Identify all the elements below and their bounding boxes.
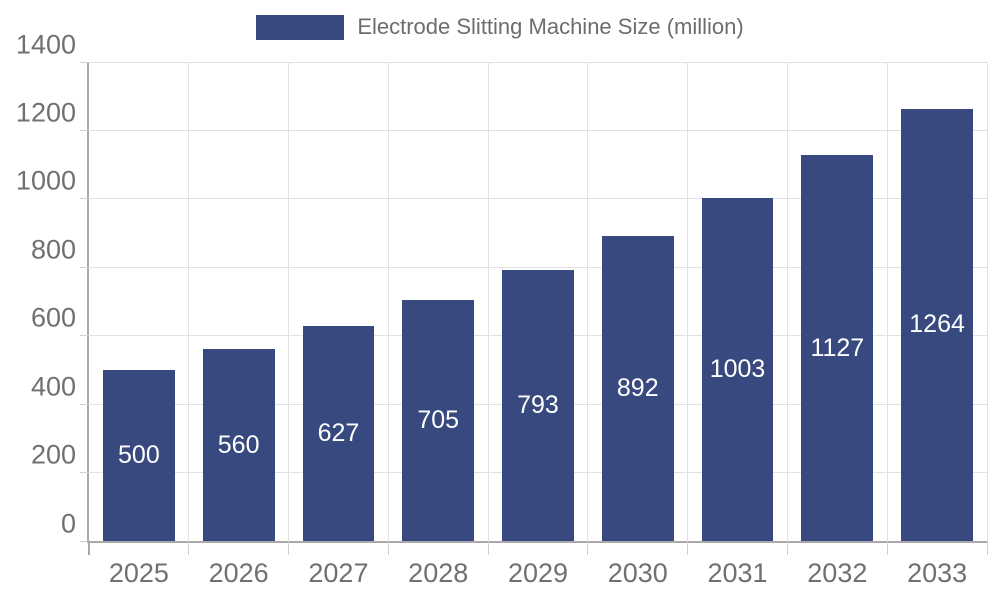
y-tick-label: 1000 — [15, 165, 76, 196]
x-tick-label: 2028 — [408, 558, 469, 588]
y-tick-label: 800 — [30, 234, 76, 265]
bar-2032[interactable]: 1127 — [801, 155, 874, 541]
y-gridline — [89, 129, 987, 131]
bar-2033[interactable]: 1264 — [901, 108, 974, 541]
x-tick-label: 2025 — [108, 558, 169, 588]
x-tick-mark — [886, 541, 888, 555]
x-tick-label: 2030 — [607, 558, 668, 588]
y-tick-mark — [80, 403, 89, 405]
x-tick-mark — [288, 541, 290, 555]
x-tick-mark — [487, 541, 489, 555]
y-tick-mark — [80, 266, 89, 268]
y-tick-label: 0 — [60, 508, 76, 538]
y-tick-mark — [80, 540, 89, 542]
y-tick-label: 600 — [30, 302, 76, 333]
bar-2031[interactable]: 1003 — [701, 197, 774, 541]
x-tick-mark — [387, 541, 389, 555]
x-tick-mark — [786, 541, 788, 555]
y-tick-label: 1400 — [15, 29, 76, 59]
plot-area: 0 200 400 600 800 1000 1200 1400 500 2025 560 2026 6… — [16, 29, 988, 588]
x-gridline — [687, 62, 689, 541]
bar-value-label: 892 — [616, 373, 659, 402]
bar-value-label: 500 — [118, 440, 160, 469]
bar-value-label: 1003 — [709, 354, 766, 383]
x-gridline — [288, 62, 290, 541]
y-tick-mark — [80, 61, 89, 63]
y-gridline — [89, 61, 987, 63]
bar-2027[interactable]: 627 — [302, 326, 375, 541]
y-gridline — [89, 198, 987, 200]
bar-value-label: 705 — [417, 405, 460, 434]
bar-value-label: 560 — [217, 430, 260, 459]
bar-value-label: 1264 — [909, 310, 965, 339]
x-tick-label: 2032 — [807, 558, 868, 588]
bar-2025[interactable]: 500 — [102, 369, 175, 541]
y-tick-label: 1200 — [15, 97, 76, 128]
x-tick-label: 2026 — [208, 558, 269, 588]
x-tick-mark — [986, 541, 988, 555]
x-tick-label: 2027 — [308, 558, 369, 588]
x-gridline — [886, 62, 888, 541]
x-gridline — [487, 62, 489, 541]
y-tick-label: 400 — [30, 371, 76, 402]
x-tick-label: 2031 — [707, 558, 768, 588]
y-tick-mark — [80, 129, 89, 131]
bar-2029[interactable]: 793 — [502, 269, 574, 541]
x-tick-label: 2029 — [507, 558, 569, 588]
x-gridline — [786, 62, 788, 541]
y-tick-mark — [80, 335, 89, 337]
bar-2026[interactable]: 560 — [202, 349, 275, 541]
y-tick-label: 200 — [30, 439, 76, 470]
bar-value-label: 1127 — [810, 333, 865, 362]
x-gridline — [986, 62, 988, 541]
bar-2028[interactable]: 705 — [402, 299, 475, 541]
legend-swatch — [256, 14, 345, 40]
x-gridline — [587, 62, 589, 541]
bar-value-label: 793 — [517, 390, 559, 419]
x-tick-mark — [87, 541, 90, 555]
x-gridline — [188, 62, 190, 541]
x-tick-mark — [687, 541, 689, 555]
y-tick-mark — [80, 198, 89, 200]
x-tick-mark — [188, 541, 190, 555]
bar-value-label: 627 — [317, 419, 360, 448]
legend-item[interactable]: Electrode Slitting Machine Size (million… — [0, 14, 1000, 40]
y-tick-mark — [80, 472, 89, 474]
y-gridline — [89, 266, 987, 268]
legend-label: Electrode Slitting Machine Size (million… — [357, 14, 744, 39]
bar-2030[interactable]: 892 — [601, 235, 674, 541]
x-gridline — [387, 62, 389, 541]
x-tick-mark — [587, 541, 589, 555]
x-tick-label: 2033 — [907, 558, 968, 588]
